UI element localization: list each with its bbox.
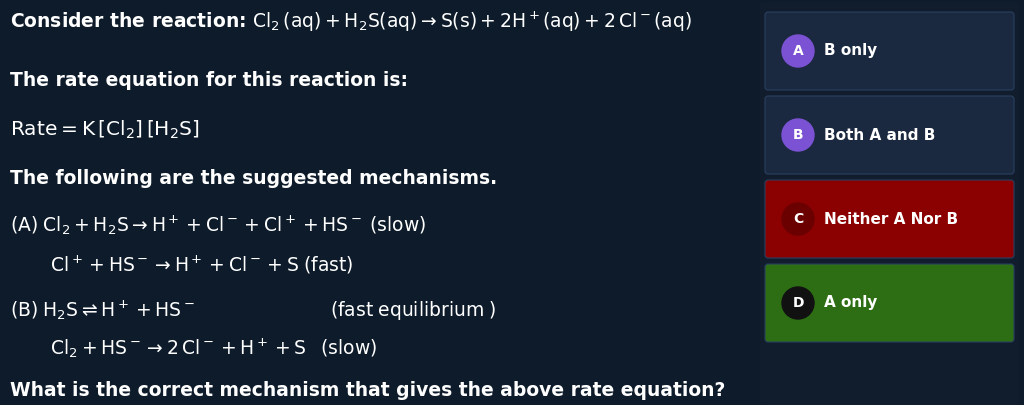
Circle shape bbox=[782, 287, 814, 319]
Text: $\mathrm{Cl_2+HS^-\rightarrow 2\,Cl^-+H^++S\;\;\;(slow)}$: $\mathrm{Cl_2+HS^-\rightarrow 2\,Cl^-+H^… bbox=[50, 336, 377, 360]
Text: B only: B only bbox=[824, 43, 878, 58]
Text: Neither A Nor B: Neither A Nor B bbox=[824, 211, 958, 226]
Text: $\mathrm{(A)\;Cl_2+H_2S\rightarrow H^++Cl^-+Cl^++HS^-\;(slow)}$: $\mathrm{(A)\;Cl_2+H_2S\rightarrow H^++C… bbox=[10, 213, 426, 237]
Text: B: B bbox=[793, 128, 803, 142]
FancyBboxPatch shape bbox=[760, 2, 1019, 405]
Text: What is the correct mechanism that gives the above rate equation?: What is the correct mechanism that gives… bbox=[10, 381, 725, 399]
Circle shape bbox=[782, 119, 814, 151]
Text: C: C bbox=[793, 212, 803, 226]
FancyBboxPatch shape bbox=[765, 264, 1014, 342]
Circle shape bbox=[782, 203, 814, 235]
FancyBboxPatch shape bbox=[765, 180, 1014, 258]
Circle shape bbox=[782, 35, 814, 67]
FancyBboxPatch shape bbox=[765, 12, 1014, 90]
Text: A: A bbox=[793, 44, 804, 58]
Text: D: D bbox=[793, 296, 804, 310]
Text: $\mathrm{(fast\;equilibrium\;)}$: $\mathrm{(fast\;equilibrium\;)}$ bbox=[330, 298, 497, 322]
Text: Consider the reaction: $\mathrm{Cl_2\,(aq)+H_2S(aq)\rightarrow S(s)+2H^+(aq)+2\,: Consider the reaction: $\mathrm{Cl_2\,(a… bbox=[10, 10, 692, 34]
Text: Both A and B: Both A and B bbox=[824, 128, 935, 143]
Text: $\mathrm{(B)\;H_2S\rightleftharpoons H^++HS^-}$: $\mathrm{(B)\;H_2S\rightleftharpoons H^+… bbox=[10, 298, 195, 322]
Text: The following are the suggested mechanisms.: The following are the suggested mechanis… bbox=[10, 168, 497, 188]
Text: A only: A only bbox=[824, 296, 878, 311]
FancyBboxPatch shape bbox=[765, 96, 1014, 174]
Text: The rate equation for this reaction is:: The rate equation for this reaction is: bbox=[10, 70, 408, 90]
Text: $\mathrm{Cl^++HS^-\rightarrow H^++Cl^-+S\;(fast)}$: $\mathrm{Cl^++HS^-\rightarrow H^++Cl^-+S… bbox=[50, 254, 353, 276]
Text: $\mathrm{Rate = K\,[Cl_2]\,[H_2S]}$: $\mathrm{Rate = K\,[Cl_2]\,[H_2S]}$ bbox=[10, 119, 200, 141]
